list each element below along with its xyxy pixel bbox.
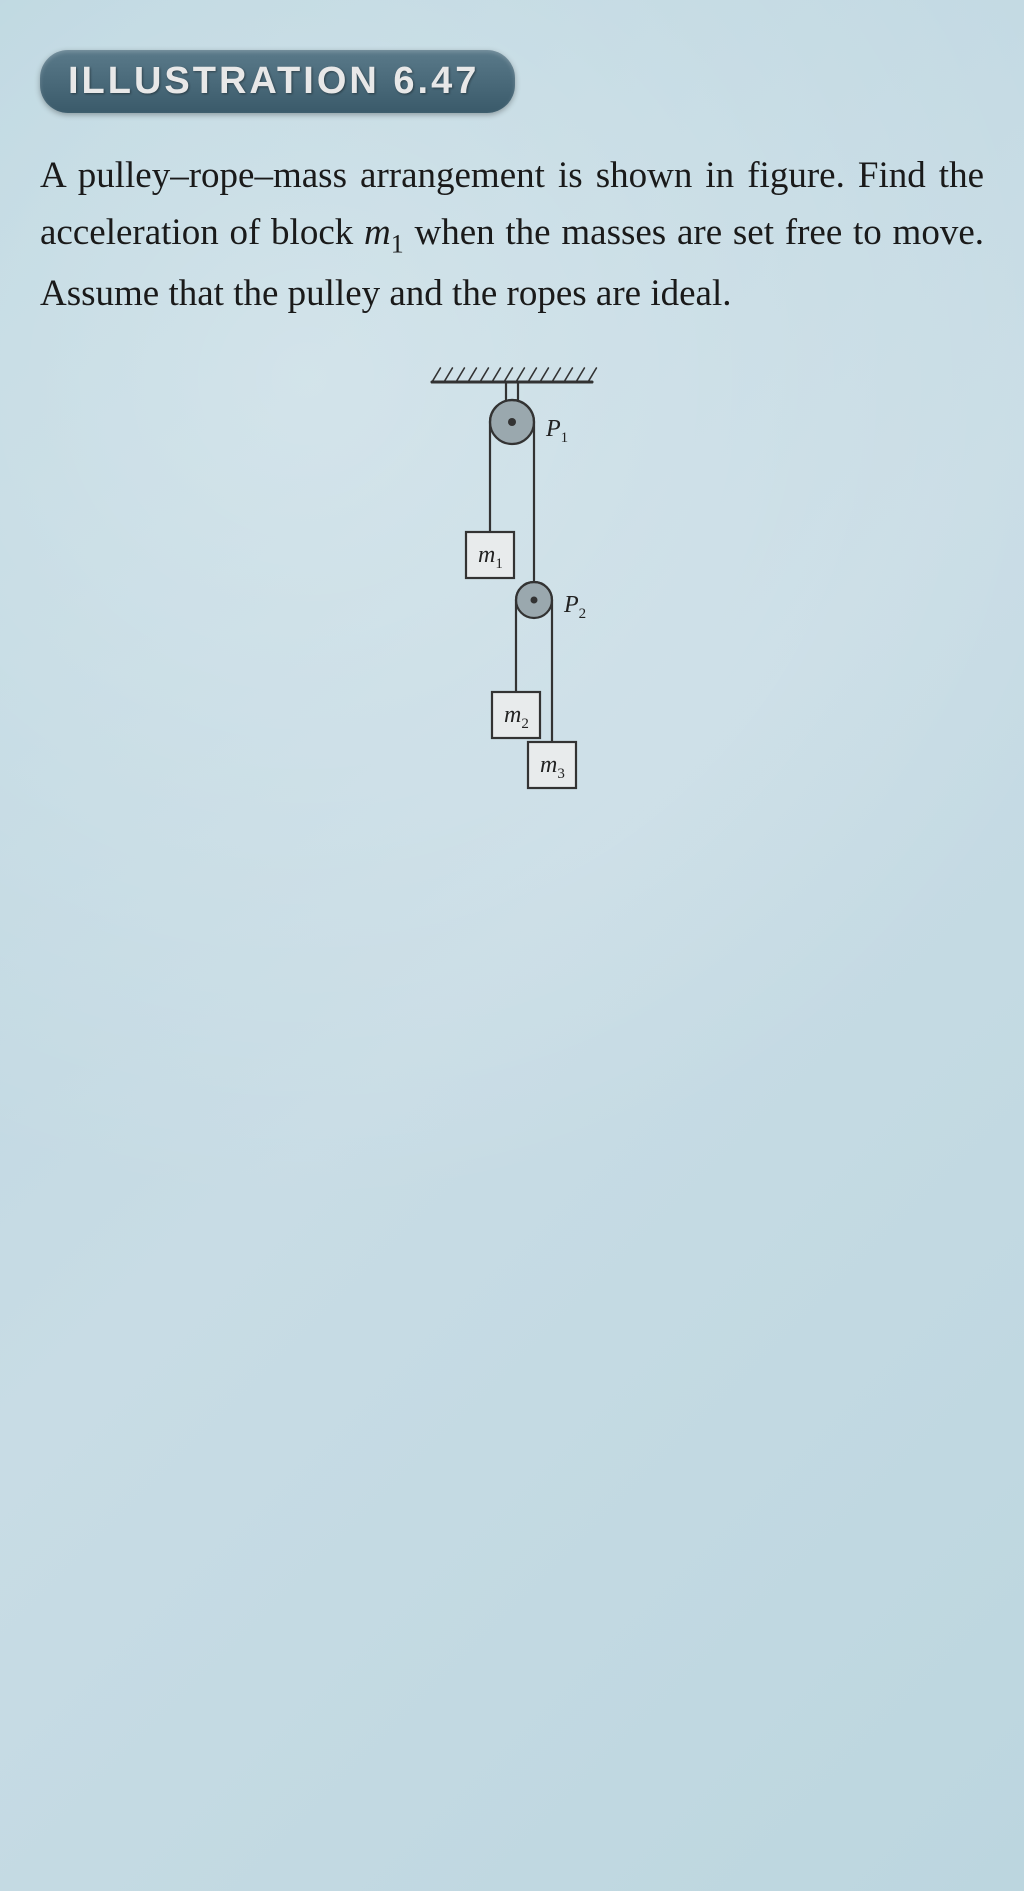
- svg-text:P2: P2: [563, 592, 586, 622]
- figure-container: P1m1P2m2m3: [40, 362, 984, 842]
- problem-statement: A pulley–rope–mass arrangement is shown …: [40, 147, 984, 322]
- svg-text:P1: P1: [545, 416, 568, 446]
- mass-subscript: 1: [391, 230, 404, 259]
- mass-variable: m: [364, 212, 391, 253]
- pulley-diagram: P1m1P2m2m3: [372, 362, 652, 842]
- illustration-badge: ILLUSTRATION 6.47: [40, 50, 515, 113]
